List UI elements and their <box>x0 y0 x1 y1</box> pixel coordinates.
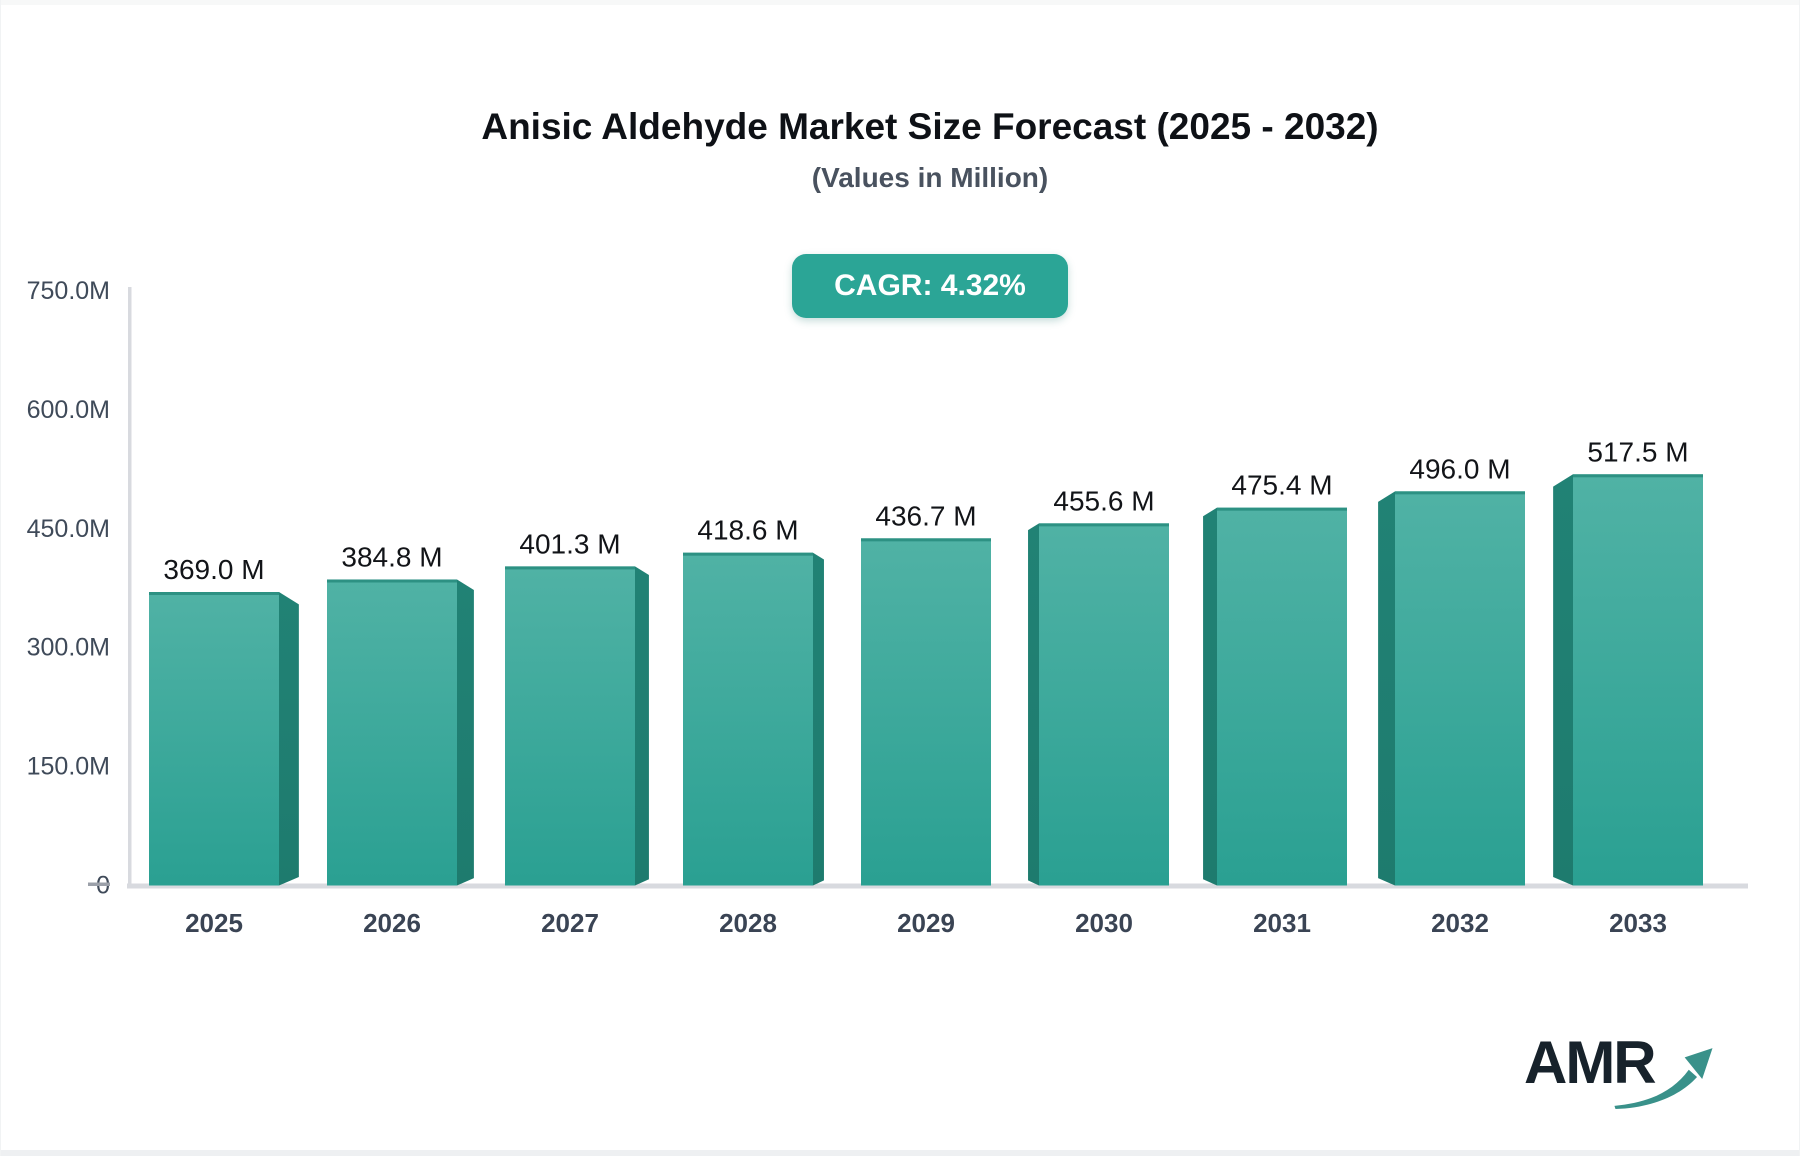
amr-logo: AMR <box>1524 1032 1714 1112</box>
bar-side-face <box>457 579 474 886</box>
bar-side-face <box>1203 507 1217 886</box>
y-tick-label: 600.0M <box>27 396 110 424</box>
y-axis-line <box>128 287 132 888</box>
bar-top-edge <box>1573 474 1703 478</box>
bar-top-edge <box>861 538 991 542</box>
bar-top-edge <box>327 579 457 583</box>
bar <box>1573 474 1703 886</box>
bar-top-edge <box>1039 523 1169 527</box>
y-tick-label: 750.0M <box>27 277 110 305</box>
frame-edge-top <box>0 0 1800 5</box>
bar <box>1217 507 1347 886</box>
chart-title: Anisic Aldehyde Market Size Forecast (20… <box>481 106 1379 147</box>
x-tick-label: 2030 <box>1075 908 1133 938</box>
bar-value-label: 475.4 M <box>1231 470 1332 501</box>
y-tick-label: 450.0M <box>27 515 110 543</box>
bar <box>1395 491 1525 886</box>
bar-value-label: 418.6 M <box>697 515 798 546</box>
x-tick-label: 2026 <box>363 908 421 938</box>
x-tick-label: 2031 <box>1253 908 1311 938</box>
y-tick-label: 300.0M <box>27 634 110 662</box>
chart-subtitle: (Values in Million) <box>811 162 1049 193</box>
bar-value-label: 517.5 M <box>1587 436 1688 467</box>
bar-top-edge <box>1395 491 1525 495</box>
frame-edge-bottom <box>0 1150 1800 1156</box>
bar-value-label: 455.6 M <box>1053 485 1154 516</box>
bar-top-edge <box>149 592 279 596</box>
bar-value-label: 496.0 M <box>1409 453 1510 484</box>
bar <box>861 538 991 886</box>
bar-value-label: 401.3 M <box>519 528 620 559</box>
bar-side-face <box>635 566 649 886</box>
growth-arrow-icon <box>1614 1048 1713 1109</box>
bar-side-face <box>1378 491 1395 886</box>
bar-top-edge <box>683 552 813 556</box>
bar-side-face <box>1028 523 1039 886</box>
bar <box>683 552 813 886</box>
bar-top-edge <box>505 566 635 570</box>
bar-top-edge <box>1217 507 1347 511</box>
bar-value-label: 436.7 M <box>875 500 976 531</box>
bar <box>327 579 457 886</box>
frame-edge-left <box>0 0 1 1156</box>
cagr-badge: CAGR: 4.32% <box>792 254 1068 318</box>
bar <box>1039 523 1169 886</box>
bar-side-face <box>1553 474 1573 886</box>
y-tick-label: 150.0M <box>27 753 110 781</box>
zero-tick-mark <box>88 882 110 886</box>
amr-logo-text: AMR <box>1524 1029 1657 1096</box>
x-axis-line <box>127 883 1748 889</box>
bar-value-label: 384.8 M <box>341 541 442 572</box>
x-tick-label: 2032 <box>1431 908 1489 938</box>
bar-side-face <box>279 592 299 886</box>
x-tick-label: 2025 <box>185 908 243 938</box>
x-tick-label: 2028 <box>719 908 777 938</box>
bar <box>149 592 279 886</box>
cagr-badge-row: CAGR: 4.32% <box>130 254 1730 318</box>
x-tick-label: 2027 <box>541 908 599 938</box>
x-tick-label: 2033 <box>1609 908 1667 938</box>
bar <box>505 566 635 886</box>
x-tick-label: 2029 <box>897 908 955 938</box>
bar-value-label: 369.0 M <box>163 554 264 585</box>
bar-side-face <box>813 552 824 886</box>
